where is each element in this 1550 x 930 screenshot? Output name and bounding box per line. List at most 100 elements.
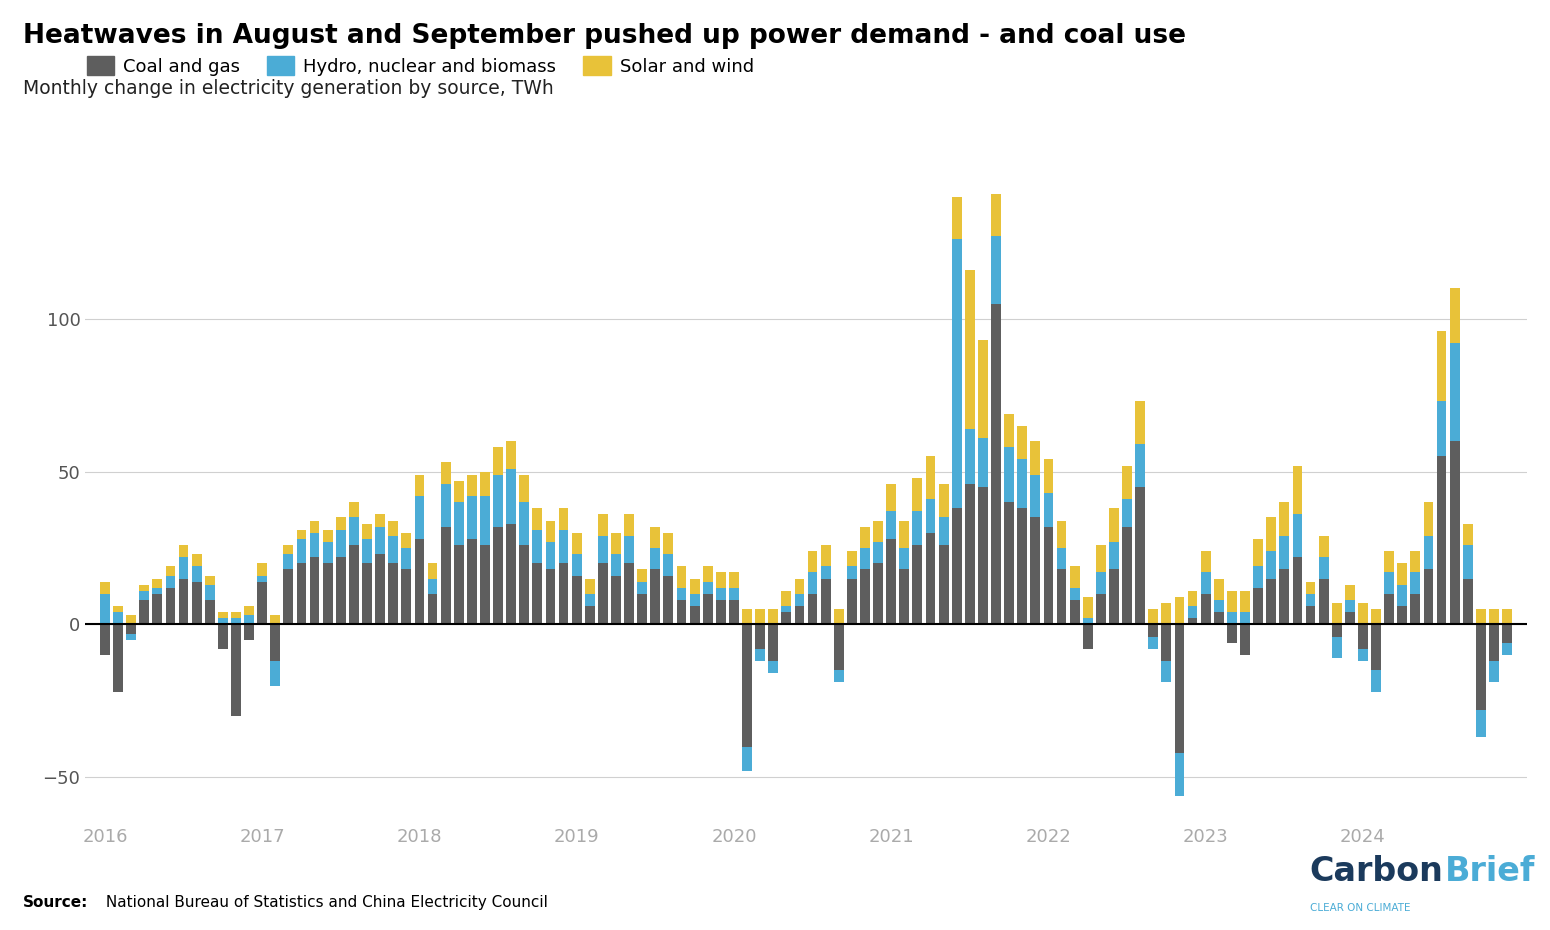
Bar [1201, 594, 1211, 624]
Bar [742, 624, 752, 747]
Bar [1345, 612, 1355, 624]
Bar [651, 526, 660, 548]
Bar [834, 609, 843, 624]
Bar [480, 472, 490, 496]
Bar [284, 569, 293, 624]
Bar [1449, 288, 1460, 343]
Bar [519, 474, 529, 502]
Bar [493, 474, 502, 526]
Bar [625, 564, 634, 624]
Bar [533, 509, 542, 530]
Bar [558, 564, 569, 624]
Bar [1358, 649, 1367, 661]
Bar [1214, 612, 1223, 624]
Bar [336, 530, 346, 557]
Bar [1398, 564, 1407, 585]
Bar [1410, 594, 1420, 624]
Bar [336, 557, 346, 624]
Bar [1175, 752, 1184, 795]
Bar [205, 576, 214, 585]
Bar [939, 517, 949, 545]
Bar [1490, 609, 1499, 624]
Bar [584, 594, 595, 606]
Bar [363, 524, 372, 538]
Bar [284, 554, 293, 569]
Bar [702, 581, 713, 594]
Bar [925, 457, 935, 499]
Bar [1175, 624, 1184, 752]
Bar [939, 545, 949, 624]
Bar [375, 554, 384, 624]
Bar [663, 554, 673, 576]
Bar [1228, 591, 1237, 612]
Bar [913, 512, 922, 545]
Bar [178, 578, 189, 624]
Bar [1149, 637, 1158, 649]
Bar [1266, 517, 1276, 551]
Bar [480, 496, 490, 545]
Bar [1228, 624, 1237, 643]
Bar [1110, 509, 1119, 542]
Bar [322, 564, 333, 624]
Bar [728, 588, 739, 600]
Bar [113, 612, 122, 624]
Bar [507, 441, 516, 469]
Bar [781, 606, 790, 612]
Bar [611, 533, 622, 554]
Bar [101, 624, 110, 655]
Bar [467, 538, 477, 624]
Bar [113, 624, 122, 692]
Bar [414, 496, 425, 538]
Bar [1345, 585, 1355, 600]
Bar [428, 594, 437, 624]
Bar [1463, 578, 1472, 624]
Bar [769, 609, 778, 624]
Bar [952, 239, 961, 509]
Bar [546, 521, 555, 542]
Bar [873, 564, 883, 624]
Bar [401, 569, 411, 624]
Bar [690, 606, 699, 624]
Bar [1214, 600, 1223, 612]
Bar [1135, 487, 1145, 624]
Bar [375, 514, 384, 526]
Bar [231, 618, 240, 624]
Bar [598, 564, 608, 624]
Bar [284, 545, 293, 554]
Bar [1358, 603, 1367, 624]
Bar [1004, 447, 1014, 502]
Bar [1384, 573, 1393, 594]
Bar [126, 616, 136, 624]
Bar [1449, 343, 1460, 441]
Bar [454, 481, 463, 502]
Bar [1437, 402, 1446, 457]
Bar [1240, 624, 1249, 655]
Bar [1502, 609, 1511, 624]
Bar [322, 542, 333, 564]
Bar [1031, 517, 1040, 624]
Bar [1161, 661, 1172, 683]
Bar [1490, 661, 1499, 683]
Bar [1161, 603, 1172, 624]
Bar [728, 600, 739, 624]
Bar [913, 478, 922, 512]
Bar [1384, 594, 1393, 624]
Bar [140, 600, 149, 624]
Bar [363, 564, 372, 624]
Bar [637, 581, 646, 594]
Bar [1345, 600, 1355, 612]
Bar [677, 588, 687, 600]
Bar [966, 429, 975, 484]
Bar [795, 606, 804, 624]
Bar [1228, 612, 1237, 624]
Bar [781, 591, 790, 606]
Bar [270, 661, 281, 685]
Bar [467, 474, 477, 496]
Bar [414, 538, 425, 624]
Bar [1070, 588, 1079, 600]
Bar [1293, 557, 1302, 624]
Bar [1187, 591, 1198, 606]
Bar [637, 594, 646, 624]
Bar [913, 545, 922, 624]
Bar [1490, 624, 1499, 661]
